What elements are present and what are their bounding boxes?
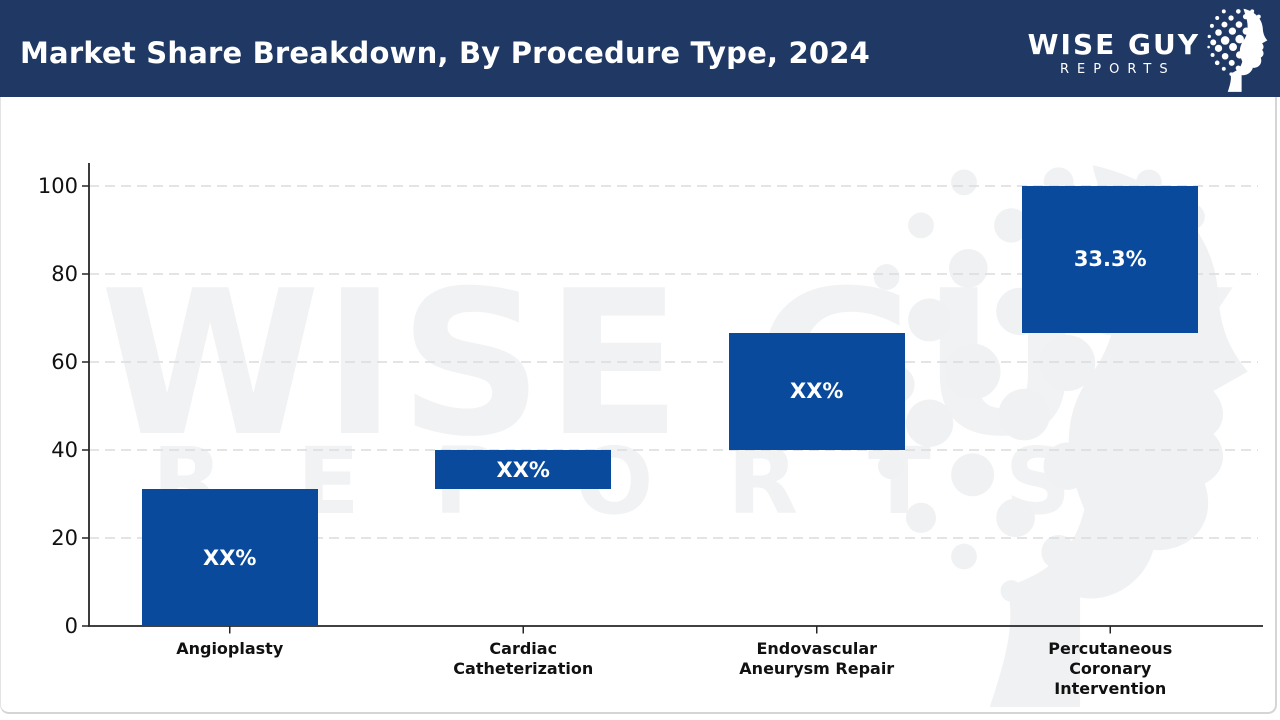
logo-sub-text: REPORTS [1060,61,1176,77]
logo-brand-text: WISE GUY [1027,27,1200,61]
wise-guy-logo: WISE GUY REPORTS [1028,5,1270,93]
x-category-label: Endovascular Aneurysm Repair [739,639,895,678]
wise-guy-face-icon [1207,8,1268,92]
bar-value-label: XX% [203,545,257,570]
bar-segment [1022,186,1199,333]
bar-segment [728,332,905,450]
bar-segment [435,450,612,490]
y-tick-label: 80 [51,261,78,286]
x-category-label: Percutaneous Coronary Intervention [1048,639,1173,698]
logo-text-block: WISE GUY REPORTS [1028,28,1200,77]
y-tick-label: 40 [51,437,78,462]
bar-value-label: XX% [496,457,550,482]
y-tick-label: 100 [37,173,78,198]
page-title: Market Share Breakdown, By Procedure Typ… [20,35,871,70]
x-category-label: Cardiac Catheterization [453,639,594,678]
bar-value-label: 33.3% [1073,247,1147,272]
bar-value-label: XX% [790,379,844,404]
y-tick-label: 0 [64,613,78,638]
bar-segment [141,489,318,626]
header-bar: Market Share Breakdown, By Procedure Typ… [0,0,1280,97]
y-tick-label: 20 [51,525,78,550]
y-tick-label: 60 [51,349,78,374]
x-category-label: Angioplasty [176,639,284,658]
